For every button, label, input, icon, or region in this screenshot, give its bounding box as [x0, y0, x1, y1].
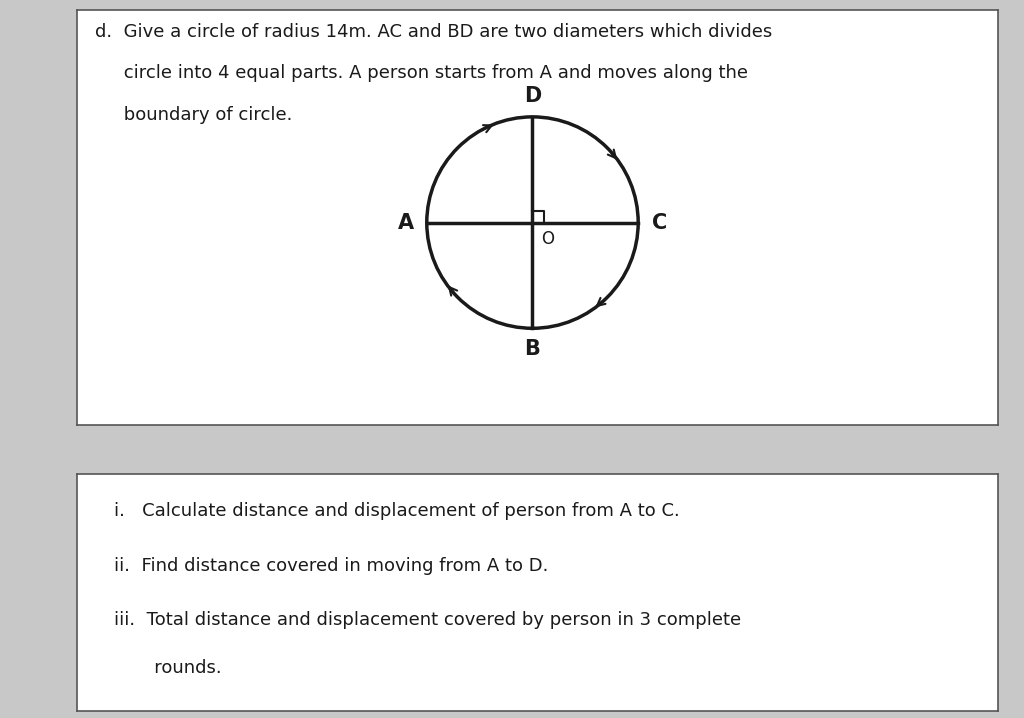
Text: circle into 4 equal parts. A person starts from A and moves along the: circle into 4 equal parts. A person star…: [95, 64, 749, 82]
Text: D: D: [524, 85, 541, 106]
Text: C: C: [651, 213, 667, 233]
Text: ii.  Find distance covered in moving from A to D.: ii. Find distance covered in moving from…: [114, 557, 548, 575]
Text: boundary of circle.: boundary of circle.: [95, 106, 293, 123]
Text: O: O: [541, 230, 554, 248]
Text: B: B: [524, 340, 541, 360]
Text: d.  Give a circle of radius 14m. AC and BD are two diameters which divides: d. Give a circle of radius 14m. AC and B…: [95, 22, 772, 40]
Text: iii.  Total distance and displacement covered by person in 3 complete: iii. Total distance and displacement cov…: [114, 611, 740, 629]
Text: rounds.: rounds.: [114, 658, 221, 676]
Text: A: A: [397, 213, 414, 233]
Text: i.   Calculate distance and displacement of person from A to C.: i. Calculate distance and displacement o…: [114, 503, 679, 521]
